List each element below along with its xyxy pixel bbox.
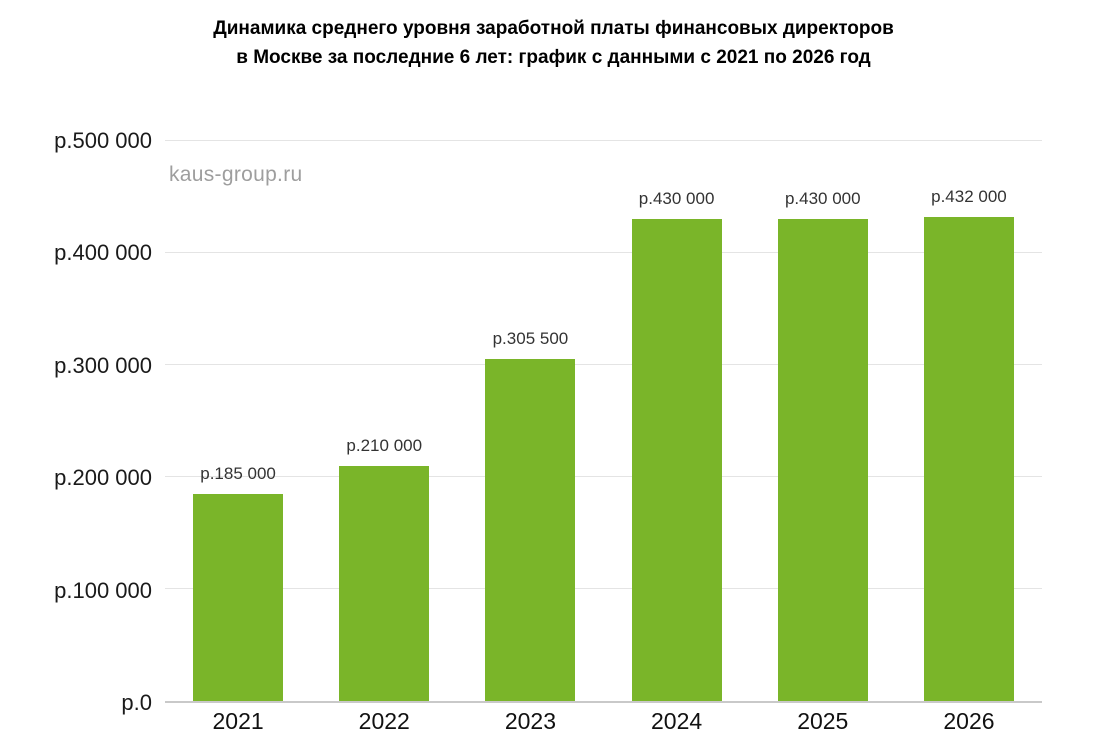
grid-line: [165, 476, 1042, 477]
bar: [777, 219, 868, 701]
x-axis-tick-label: 2023: [504, 708, 557, 734]
bar-column: р.430 000: [750, 141, 896, 701]
bar-column: р.210 000: [311, 141, 457, 701]
bar: [193, 493, 284, 701]
bar-value-label: р.432 000: [931, 187, 1007, 207]
bar-value-label: р.430 000: [638, 189, 715, 209]
x-axis-tick-label: 2025: [797, 708, 849, 734]
bar-column: р.185 000: [165, 141, 311, 701]
bar: [631, 219, 722, 701]
chart-title-line-2: в Москве за последние 6 лет: график с да…: [236, 47, 871, 69]
bar-value-label: р.210 000: [346, 435, 423, 455]
bar-value-label: р.305 500: [492, 328, 569, 348]
chart-title: Динамика среднего уровня заработной плат…: [0, 14, 1107, 73]
grid-line: [165, 364, 1042, 365]
bars-container: р.185 000 р.210 000 р.305 500 р.430 000 р.43…: [165, 141, 1042, 701]
x-axis-tick-label: 2026: [943, 708, 995, 734]
x-axis: 2021 2022 2023 2024 2025 2026: [165, 708, 1042, 735]
watermark: kaus-group.ru: [169, 163, 303, 186]
grid-line: [165, 140, 1042, 141]
x-axis-tick-label: 2021: [212, 708, 264, 734]
x-axis-tick-label: 2022: [358, 708, 410, 734]
y-axis-tick-label: р.100 000: [54, 577, 152, 603]
grid-line: [165, 252, 1042, 253]
bar-column: р.430 000: [604, 141, 750, 701]
bar-value-label: р.430 000: [784, 189, 861, 209]
grid-line: [165, 588, 1042, 589]
y-axis-tick-label: р.0: [121, 690, 152, 715]
y-axis-tick-label: р.500 000: [54, 128, 152, 153]
y-axis-tick-label: р.400 000: [54, 240, 152, 266]
bar: [485, 358, 576, 701]
plot-area: kaus-group.ru р.185 000 р.210 000 р.305 50…: [165, 140, 1042, 703]
bar-column: р.432 000: [896, 141, 1042, 701]
bar: [923, 217, 1014, 701]
y-axis-tick-label: р.300 000: [54, 352, 152, 378]
bar-value-label: р.185 000: [200, 463, 276, 483]
y-axis-tick-label: р.200 000: [54, 465, 152, 491]
y-axis: р.0 р.100 000 р.200 000 р.300 000 р.400 000 р…: [0, 128, 152, 715]
bar-column: р.305 500: [457, 141, 603, 701]
chart-title-line-1: Динамика среднего уровня заработной плат…: [213, 18, 894, 39]
x-axis-tick-label: 2024: [651, 708, 703, 734]
bar: [339, 465, 430, 701]
